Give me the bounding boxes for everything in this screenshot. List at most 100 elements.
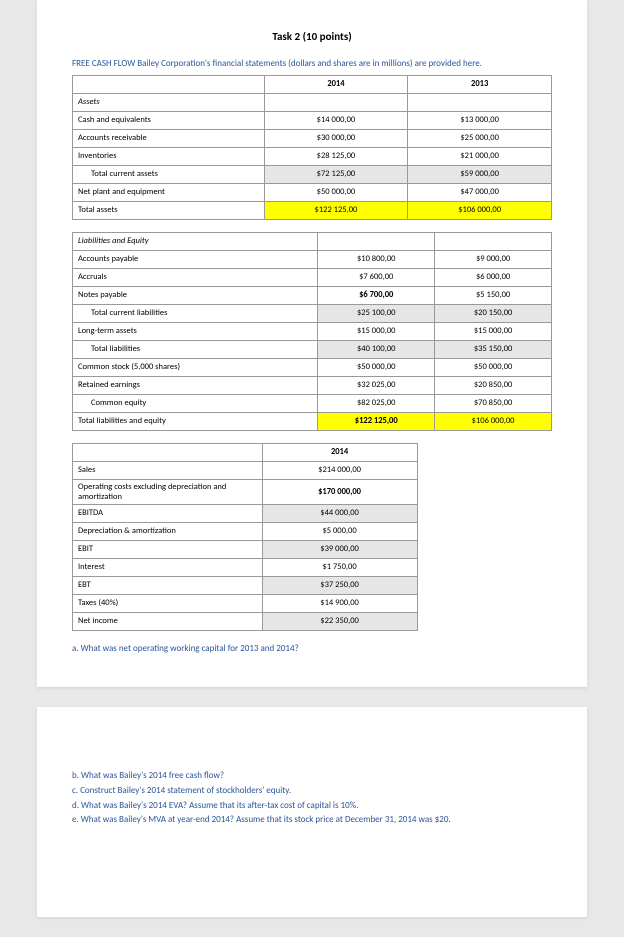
page-1: Task 2 (10 points) FREE CASH FLOW Bailey… xyxy=(37,0,587,687)
page-2: b. What was Bailey's 2014 free cash flow… xyxy=(37,707,587,917)
col-blank xyxy=(73,75,265,93)
table-row: Accounts receivable$30 000,00$25 000,00 xyxy=(73,129,552,147)
task-title: Task 2 (10 points) xyxy=(72,30,552,43)
cell-2013: $5 150,00 xyxy=(435,286,552,304)
cell-2014: $50 000,00 xyxy=(264,183,408,201)
row-label: Interest xyxy=(73,558,263,576)
cell-2014: $25 100,00 xyxy=(318,304,435,322)
table-row: Operating costs excluding depreciation a… xyxy=(73,479,418,504)
cell-2014: $6 700,00 xyxy=(318,286,435,304)
row-label: Total assets xyxy=(73,201,265,219)
cell-2014: $30 000,00 xyxy=(264,129,408,147)
cell-2014: $14 900,00 xyxy=(262,594,417,612)
col-2013: 2013 xyxy=(408,75,552,93)
row-label: Total liabilities and equity xyxy=(73,412,318,430)
table-row: Depreciation & amortization$5 000,00 xyxy=(73,522,418,540)
cell-2014: $32 025,00 xyxy=(318,376,435,394)
question-d: d. What was Bailey's 2014 EVA? Assume th… xyxy=(72,800,552,812)
table-row: Retained earnings$32 025,00$20 850,00 xyxy=(73,376,552,394)
row-label: Cash and equivalents xyxy=(73,111,265,129)
cell-2014: $214 000,00 xyxy=(262,461,417,479)
row-label: Taxes (40%) xyxy=(73,594,263,612)
row-label: EBITDA xyxy=(73,504,263,522)
row-label: Retained earnings xyxy=(73,376,318,394)
cell-2013: $47 000,00 xyxy=(408,183,552,201)
row-label: Accounts payable xyxy=(73,250,318,268)
cell-2014: $72 125,00 xyxy=(264,165,408,183)
col-2014: 2014 xyxy=(262,443,417,461)
cell-2013: $20 150,00 xyxy=(435,304,552,322)
cell-2013 xyxy=(408,93,552,111)
table-row: EBIT$39 000,00 xyxy=(73,540,418,558)
cell-2014: $40 100,00 xyxy=(318,340,435,358)
table-row: Total assets$122 125,00$106 000,00 xyxy=(73,201,552,219)
cell-2014: $10 800,00 xyxy=(318,250,435,268)
row-label: Operating costs excluding depreciation a… xyxy=(73,479,263,504)
row-label: EBIT xyxy=(73,540,263,558)
table-row: Net income$22 350,00 xyxy=(73,612,418,630)
cell-2014: $44 000,00 xyxy=(262,504,417,522)
row-label: Liabilities and Equity xyxy=(73,232,318,250)
cell-2014 xyxy=(264,93,408,111)
table-row: Notes payable$6 700,00$5 150,00 xyxy=(73,286,552,304)
col-2014: 2014 xyxy=(264,75,408,93)
table-row: Assets xyxy=(73,93,552,111)
question-e: e. What was Bailey's MVA at year-end 201… xyxy=(72,814,552,826)
cell-2014: $5 000,00 xyxy=(262,522,417,540)
table-row: Total current assets$72 125,00$59 000,00 xyxy=(73,165,552,183)
cell-2014: $82 025,00 xyxy=(318,394,435,412)
cell-2013: $35 150,00 xyxy=(435,340,552,358)
row-label: Long-term assets xyxy=(73,322,318,340)
cell-2014: $170 000,00 xyxy=(262,479,417,504)
table-row: Cash and equivalents$14 000,00$13 000,00 xyxy=(73,111,552,129)
row-label: Total current liabilities xyxy=(73,304,318,322)
cell-2013: $59 000,00 xyxy=(408,165,552,183)
table-row: EBITDA$44 000,00 xyxy=(73,504,418,522)
assets-table: 2014 2013 AssetsCash and equivalents$14 … xyxy=(72,75,552,220)
table-row: Accounts payable$10 800,00$9 000,00 xyxy=(73,250,552,268)
table-row: Taxes (40%)$14 900,00 xyxy=(73,594,418,612)
table-row: Accruals$7 600,00$6 000,00 xyxy=(73,268,552,286)
cell-2014 xyxy=(318,232,435,250)
table-row: Long-term assets$15 000,00$15 000,00 xyxy=(73,322,552,340)
liabilities-table: Liabilities and EquityAccounts payable$1… xyxy=(72,232,552,431)
table-row: Liabilities and Equity xyxy=(73,232,552,250)
row-label: Total liabilities xyxy=(73,340,318,358)
cell-2013: $9 000,00 xyxy=(435,250,552,268)
question-b: b. What was Bailey's 2014 free cash flow… xyxy=(72,770,552,782)
table-row: Interest$1 750,00 xyxy=(73,558,418,576)
table-row: Net plant and equipment$50 000,00$47 000… xyxy=(73,183,552,201)
row-label: EBT xyxy=(73,576,263,594)
row-label: Notes payable xyxy=(73,286,318,304)
table-row: Total current liabilities$25 100,00$20 1… xyxy=(73,304,552,322)
cell-2013: $106 000,00 xyxy=(435,412,552,430)
cell-2013: $20 850,00 xyxy=(435,376,552,394)
row-label: Net income xyxy=(73,612,263,630)
cell-2014: $122 125,00 xyxy=(318,412,435,430)
cell-2014: $14 000,00 xyxy=(264,111,408,129)
cell-2014: $15 000,00 xyxy=(318,322,435,340)
table-row: EBT$37 250,00 xyxy=(73,576,418,594)
cell-2014: $22 350,00 xyxy=(262,612,417,630)
row-label: Sales xyxy=(73,461,263,479)
cell-2013: $13 000,00 xyxy=(408,111,552,129)
table-row: Sales$214 000,00 xyxy=(73,461,418,479)
cell-2014: $1 750,00 xyxy=(262,558,417,576)
table-row: Common stock (5,000 shares)$50 000,00$50… xyxy=(73,358,552,376)
row-label: Depreciation & amortization xyxy=(73,522,263,540)
row-label: Assets xyxy=(73,93,265,111)
row-label: Accruals xyxy=(73,268,318,286)
cell-2014: $39 000,00 xyxy=(262,540,417,558)
cell-2013: $6 000,00 xyxy=(435,268,552,286)
cell-2014: $122 125,00 xyxy=(264,201,408,219)
table-row: Inventories$28 125,00$21 000,00 xyxy=(73,147,552,165)
cell-2014: $28 125,00 xyxy=(264,147,408,165)
row-label: Total current assets xyxy=(73,165,265,183)
row-label: Net plant and equipment xyxy=(73,183,265,201)
row-label: Accounts receivable xyxy=(73,129,265,147)
intro-text: FREE CASH FLOW Bailey Corporation's fina… xyxy=(72,58,552,70)
table-row: Common equity$82 025,00$70 850,00 xyxy=(73,394,552,412)
cell-2013: $70 850,00 xyxy=(435,394,552,412)
cell-2013: $25 000,00 xyxy=(408,129,552,147)
cell-2014: $7 600,00 xyxy=(318,268,435,286)
